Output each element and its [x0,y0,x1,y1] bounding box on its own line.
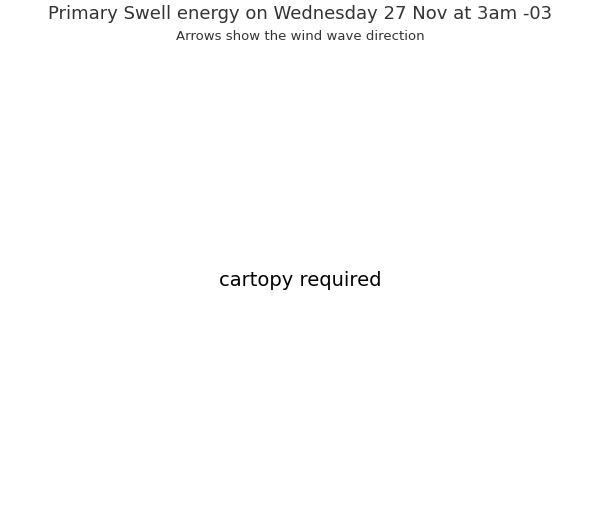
Text: Arrows show the wind wave direction: Arrows show the wind wave direction [176,30,425,43]
Text: cartopy required: cartopy required [219,271,382,289]
Text: Primary Swell energy on Wednesday 27 Nov at 3am -03: Primary Swell energy on Wednesday 27 Nov… [49,5,552,23]
